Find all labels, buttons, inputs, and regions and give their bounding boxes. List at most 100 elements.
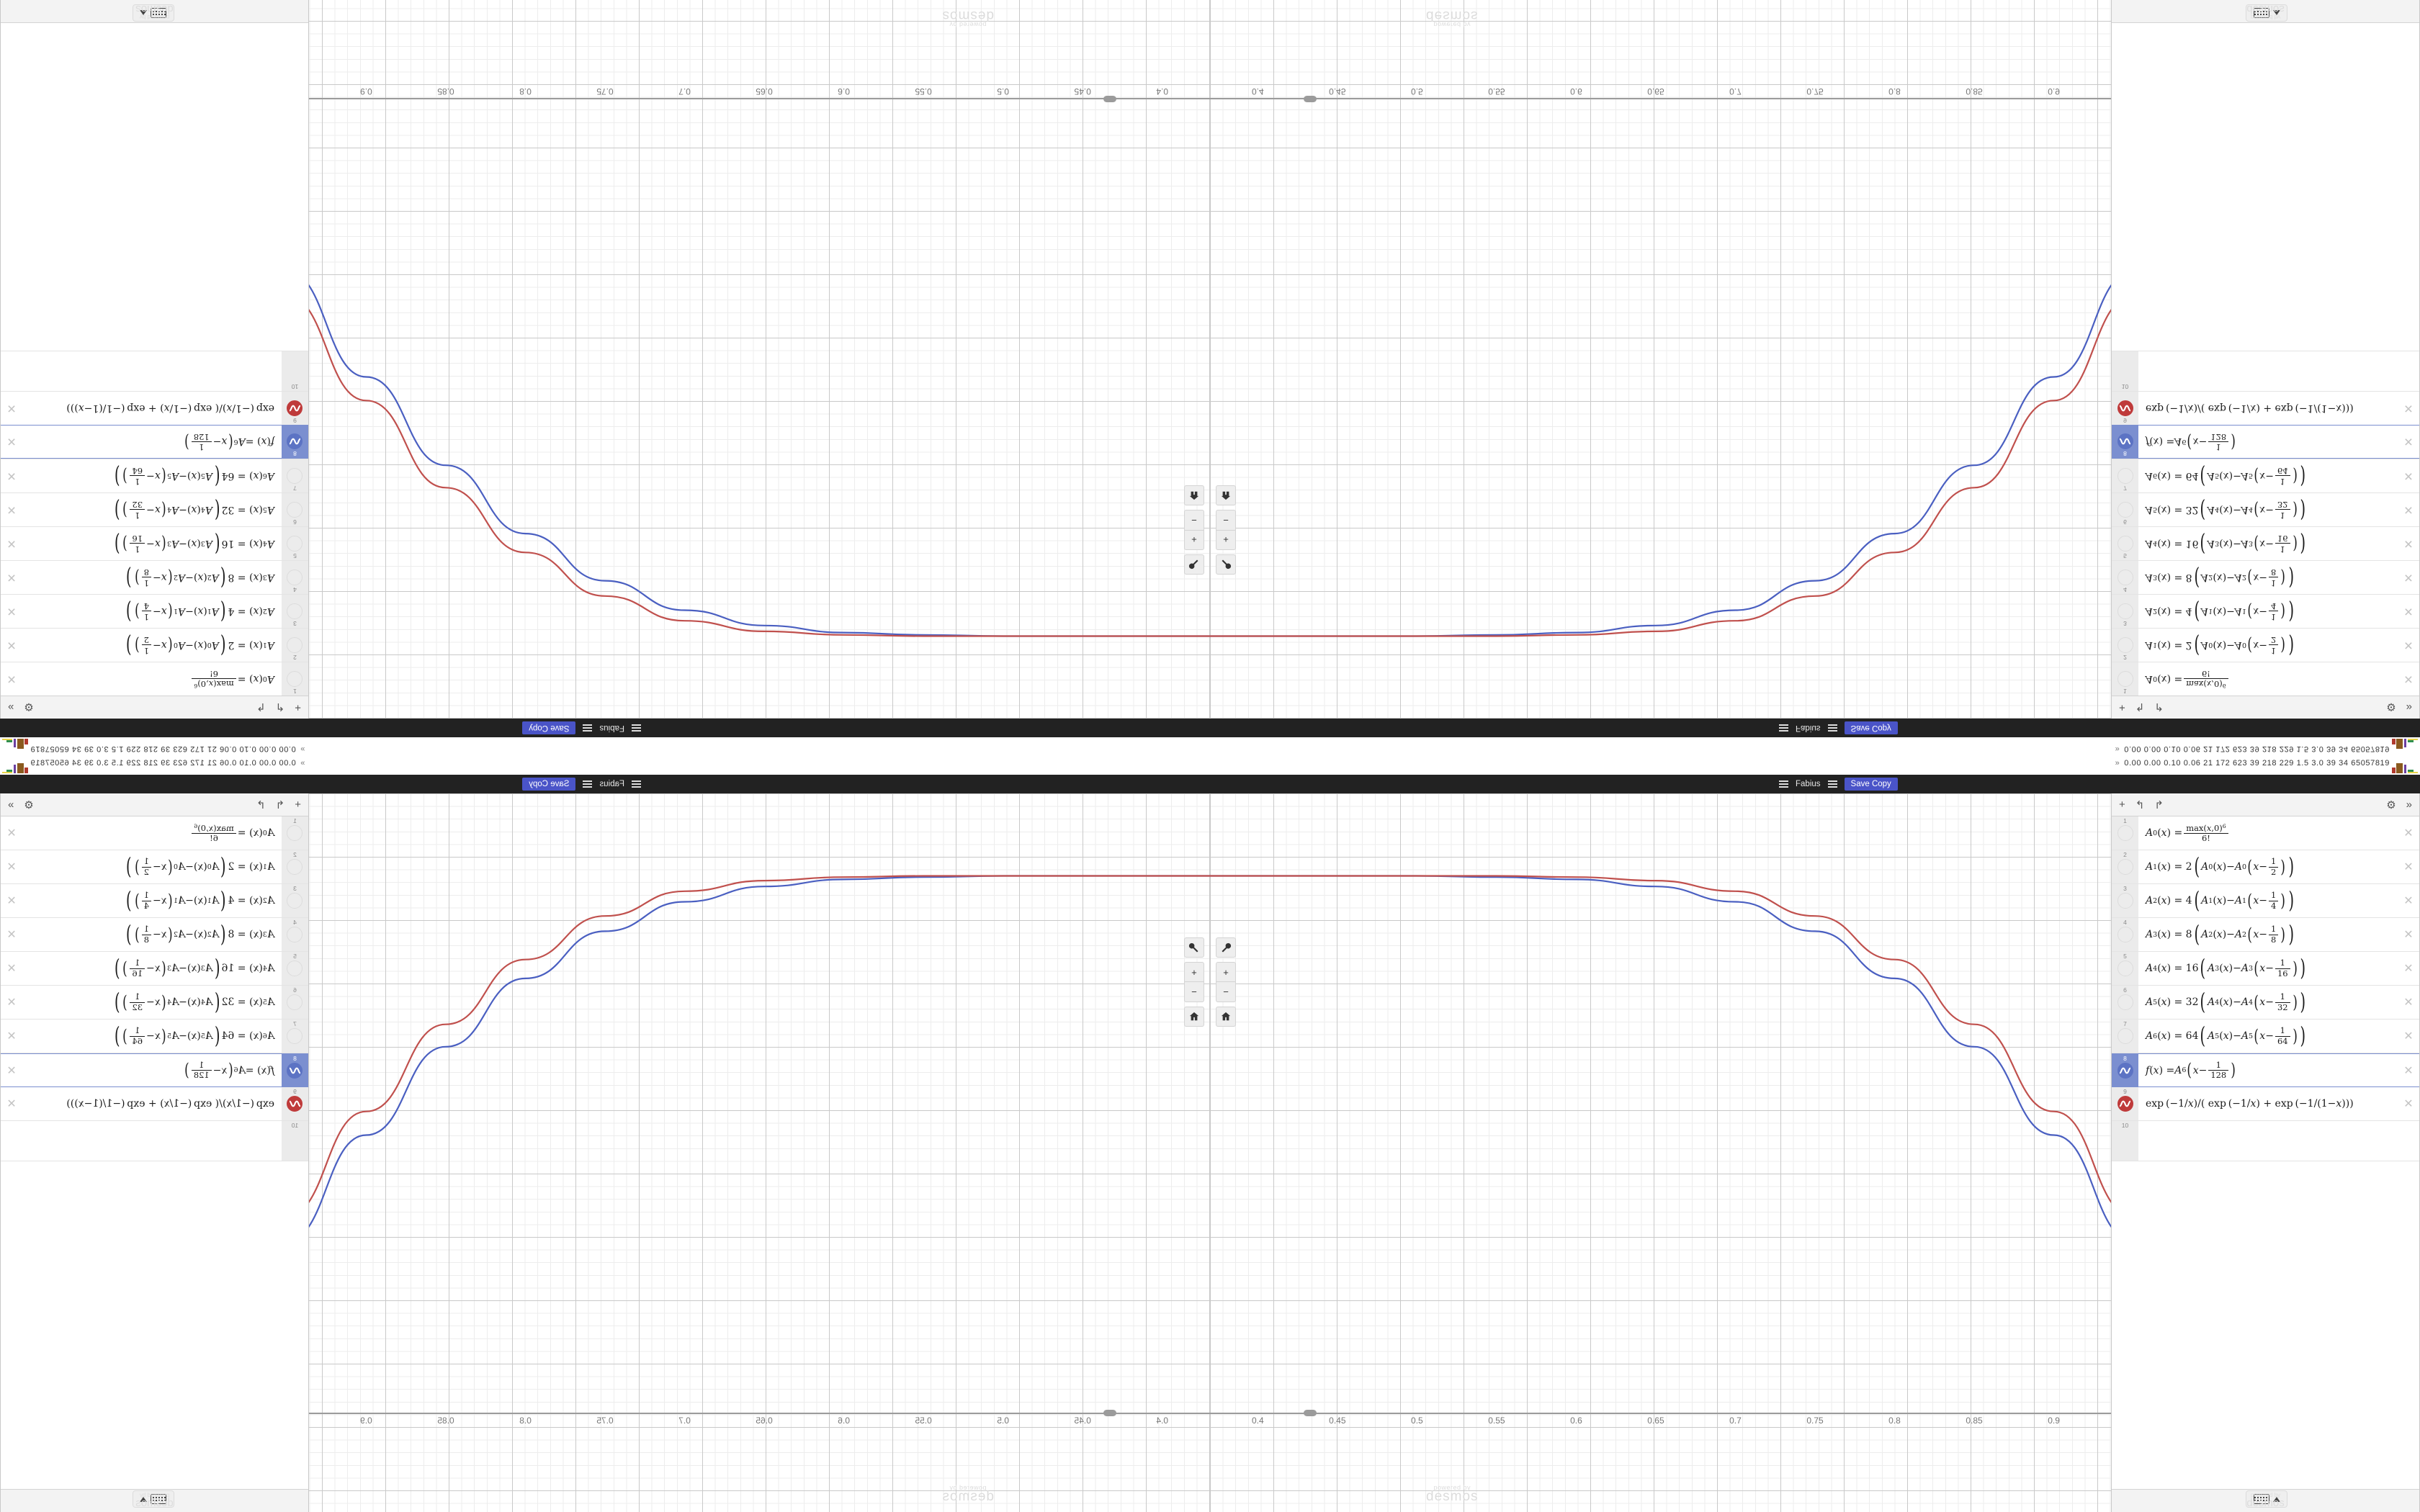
expression-row[interactable]: 5 A 4(x) = 16(A 3(x)− A 3(x − 1 16)) ✕ [1, 952, 308, 986]
delete-expression-icon[interactable]: ✕ [6, 996, 17, 1009]
expression-visibility-toggle[interactable] [2117, 1063, 2133, 1079]
expression-index-bubble[interactable]: 1 [282, 816, 308, 850]
delete-expression-icon[interactable]: ✕ [2403, 1098, 2414, 1110]
expression-math[interactable]: exp (−1/x)/( exp (−1/x) + exp (−1/(1− x))… [66, 1098, 274, 1110]
delete-expression-icon[interactable]: ✕ [2403, 469, 2414, 482]
expression-row[interactable]: 2 A 1(x) = 2(A 0(x)− A 0(x − 1 2)) ✕ [2112, 628, 2419, 662]
collapse-panel-icon[interactable]: » [8, 798, 14, 811]
delete-expression-icon[interactable]: ✕ [2403, 537, 2414, 549]
tab-strip[interactable]: » 0.00 0.00 0.10 0.06 21 172 623 39 218 2… [0, 756, 1210, 775]
graph-title[interactable]: Fabius [599, 724, 624, 732]
expression-row[interactable]: 6 A 5(x) = 32(A 4(x)− A 4(x − 1 32)) ✕ [2112, 986, 2419, 1020]
zoom-in-button[interactable]: + [1184, 530, 1204, 550]
keyboard-toggle-button[interactable] [2246, 1490, 2287, 1508]
expression-row[interactable]: 3 A 2(x) = 4(A 1(x)− A 1(x − 1 4)) ✕ [2112, 884, 2419, 918]
redo-icon[interactable]: ↱ [2154, 798, 2164, 811]
expression-row[interactable]: 6 A 5(x) = 32(A 4(x)− A 4(x − 1 32)) ✕ [2112, 492, 2419, 526]
expression-math[interactable]: A 1(x) = 2(A 0(x)− A 0(x − 1 2)) [2146, 852, 2294, 881]
expression-math[interactable]: A 5(x) = 32(A 4(x)− A 4(x − 1 32)) [2146, 496, 2305, 524]
expression-index-bubble[interactable]: 5 [2112, 527, 2138, 560]
expression-index-bubble[interactable]: 10 [2112, 351, 2138, 391]
expression-visibility-toggle[interactable] [287, 536, 303, 552]
expression-index-bubble[interactable]: 8 [2112, 1054, 2138, 1086]
expression-index-bubble[interactable]: 8 [282, 426, 308, 458]
expression-math[interactable]: A 1(x) = 2(A 0(x)− A 0(x − 1 2)) [2146, 631, 2294, 660]
expression-math[interactable] [22, 351, 282, 391]
expression-row[interactable]: 6 A 5(x) = 32(A 4(x)− A 4(x − 1 32)) ✕ [1, 492, 308, 526]
expression-visibility-toggle[interactable] [2117, 671, 2133, 687]
tab-overflow-chevron[interactable]: » [300, 744, 305, 753]
delete-expression-icon[interactable]: ✕ [6, 963, 17, 975]
expression-row[interactable]: 4 A 3(x) = 8(A 2(x)− A 2(x − 1 8)) ✕ [2112, 560, 2419, 594]
expression-visibility-toggle[interactable] [287, 671, 303, 687]
axis-origin-handle[interactable] [1103, 96, 1116, 102]
expression-visibility-toggle[interactable] [287, 433, 303, 449]
expression-index-bubble[interactable]: 6 [2112, 986, 2138, 1019]
expression-index-bubble[interactable]: 5 [2112, 952, 2138, 985]
expression-index-bubble[interactable]: 2 [2112, 629, 2138, 662]
expression-row[interactable]: 2 A 1(x) = 2(A 0(x)− A 0(x − 1 2)) ✕ [1, 850, 308, 884]
zoom-in-button[interactable]: + [1216, 530, 1236, 550]
expression-row[interactable]: 9 exp (−1/x)/( exp (−1/x) + exp (−1/(1− x)… [2112, 1087, 2419, 1121]
tab-overflow-chevron[interactable]: » [300, 759, 305, 768]
home-icon[interactable] [1216, 485, 1236, 505]
delete-expression-icon[interactable] [1, 1121, 22, 1161]
hamburger-menu-icon-2[interactable] [1827, 724, 1837, 732]
delete-expression-icon[interactable]: ✕ [6, 537, 17, 549]
expression-row[interactable]: 8 f(x) = A 6(x − 1 128) ✕ [1, 425, 308, 459]
expression-visibility-toggle[interactable] [2117, 825, 2133, 841]
expression-row[interactable]: 7 A 6(x) = 64(A 5(x)− A 5(x − 1 64)) ✕ [2112, 1020, 2419, 1053]
graph-title[interactable]: Fabius [1796, 780, 1821, 788]
expression-math[interactable]: A 3(x) = 8(A 2(x)− A 2(x − 1 8)) [126, 564, 274, 592]
expression-math[interactable]: A 2(x) = 4(A 1(x)− A 1(x − 1 4)) [126, 886, 274, 914]
expression-row[interactable]: 9 exp (−1/x)/( exp (−1/x) + exp (−1/(1− x)… [1, 1087, 308, 1121]
expression-math[interactable]: exp (−1/x)/( exp (−1/x) + exp (−1/(1− x))… [2146, 1098, 2354, 1110]
delete-expression-icon[interactable]: ✕ [6, 929, 17, 941]
hamburger-menu-icon[interactable] [632, 724, 641, 732]
tab-overflow-chevron[interactable]: » [2115, 744, 2120, 753]
expression-visibility-toggle[interactable] [2117, 994, 2133, 1010]
expression-math[interactable]: f(x) = A 6(x − 1 128) [184, 431, 274, 453]
expression-index-bubble[interactable]: 6 [282, 493, 308, 526]
expression-row[interactable]: 3 A 2(x) = 4(A 1(x)− A 1(x − 1 4)) ✕ [2112, 594, 2419, 628]
delete-expression-icon[interactable]: ✕ [6, 1064, 17, 1077]
delete-expression-icon[interactable]: ✕ [2403, 1064, 2414, 1077]
expression-math[interactable] [22, 1121, 282, 1161]
expression-visibility-toggle[interactable] [2117, 570, 2133, 585]
expression-visibility-toggle[interactable] [2117, 603, 2133, 619]
expression-row[interactable]: 4 A 3(x) = 8(A 2(x)− A 2(x − 1 8)) ✕ [1, 918, 308, 952]
expression-math[interactable]: exp (−1/x)/( exp (−1/x) + exp (−1/(1− x))… [66, 402, 274, 414]
expression-visibility-toggle[interactable] [287, 825, 303, 841]
add-expression-button[interactable]: + [295, 701, 301, 714]
zoom-out-button[interactable]: − [1184, 510, 1204, 530]
expression-row[interactable]: 8 f(x) = A 6(x − 1 128) ✕ [1, 1053, 308, 1087]
expression-row[interactable]: 5 A 4(x) = 16(A 3(x)− A 3(x − 1 16)) ✕ [1, 526, 308, 560]
save-copy-button[interactable]: Save Copy [1844, 721, 1898, 734]
expression-row[interactable]: 1 A 0(x) = max(x,0)6 6! ✕ [2112, 662, 2419, 696]
delete-expression-icon[interactable]: ✕ [6, 435, 17, 448]
delete-expression-icon[interactable]: ✕ [2403, 435, 2414, 448]
save-copy-button[interactable]: Save Copy [522, 721, 576, 734]
expression-math[interactable]: f(x) = A 6(x − 1 128) [184, 1059, 274, 1081]
expression-index-bubble[interactable]: 3 [2112, 884, 2138, 917]
delete-expression-icon[interactable]: ✕ [6, 861, 17, 873]
expression-math[interactable]: A 6(x) = 64(A 5(x)− A 5(x − 1 64)) [2146, 462, 2305, 490]
expression-visibility-toggle[interactable] [287, 468, 303, 484]
expression-math[interactable]: A 4(x) = 16(A 3(x)− A 3(x − 1 16)) [115, 530, 274, 558]
expression-math[interactable]: A 0(x) = max(x,0)6 6! [22, 816, 282, 850]
expression-visibility-toggle[interactable] [2117, 859, 2133, 875]
expression-index-bubble[interactable]: 4 [2112, 918, 2138, 951]
expression-math[interactable]: A 2(x) = 4(A 1(x)− A 1(x − 1 4)) [2146, 886, 2294, 914]
hamburger-menu-icon-2[interactable] [583, 780, 593, 788]
expression-index-bubble[interactable]: 10 [2112, 1121, 2138, 1161]
hamburger-menu-icon[interactable] [632, 780, 641, 788]
delete-expression-icon[interactable]: ✕ [2403, 1030, 2414, 1043]
delete-expression-icon[interactable]: ✕ [6, 895, 17, 907]
undo-icon[interactable]: ↰ [2135, 798, 2145, 811]
expression-visibility-toggle[interactable] [287, 502, 303, 518]
graph-tool-stack[interactable]: + − [1216, 481, 1236, 575]
delete-expression-icon[interactable]: ✕ [2403, 996, 2414, 1009]
expression-row[interactable]: 2 A 1(x) = 2(A 0(x)− A 0(x − 1 2)) ✕ [1, 628, 308, 662]
expression-row[interactable]: 5 A 4(x) = 16(A 3(x)− A 3(x − 1 16)) ✕ [2112, 526, 2419, 560]
delete-expression-icon[interactable]: ✕ [2403, 503, 2414, 516]
